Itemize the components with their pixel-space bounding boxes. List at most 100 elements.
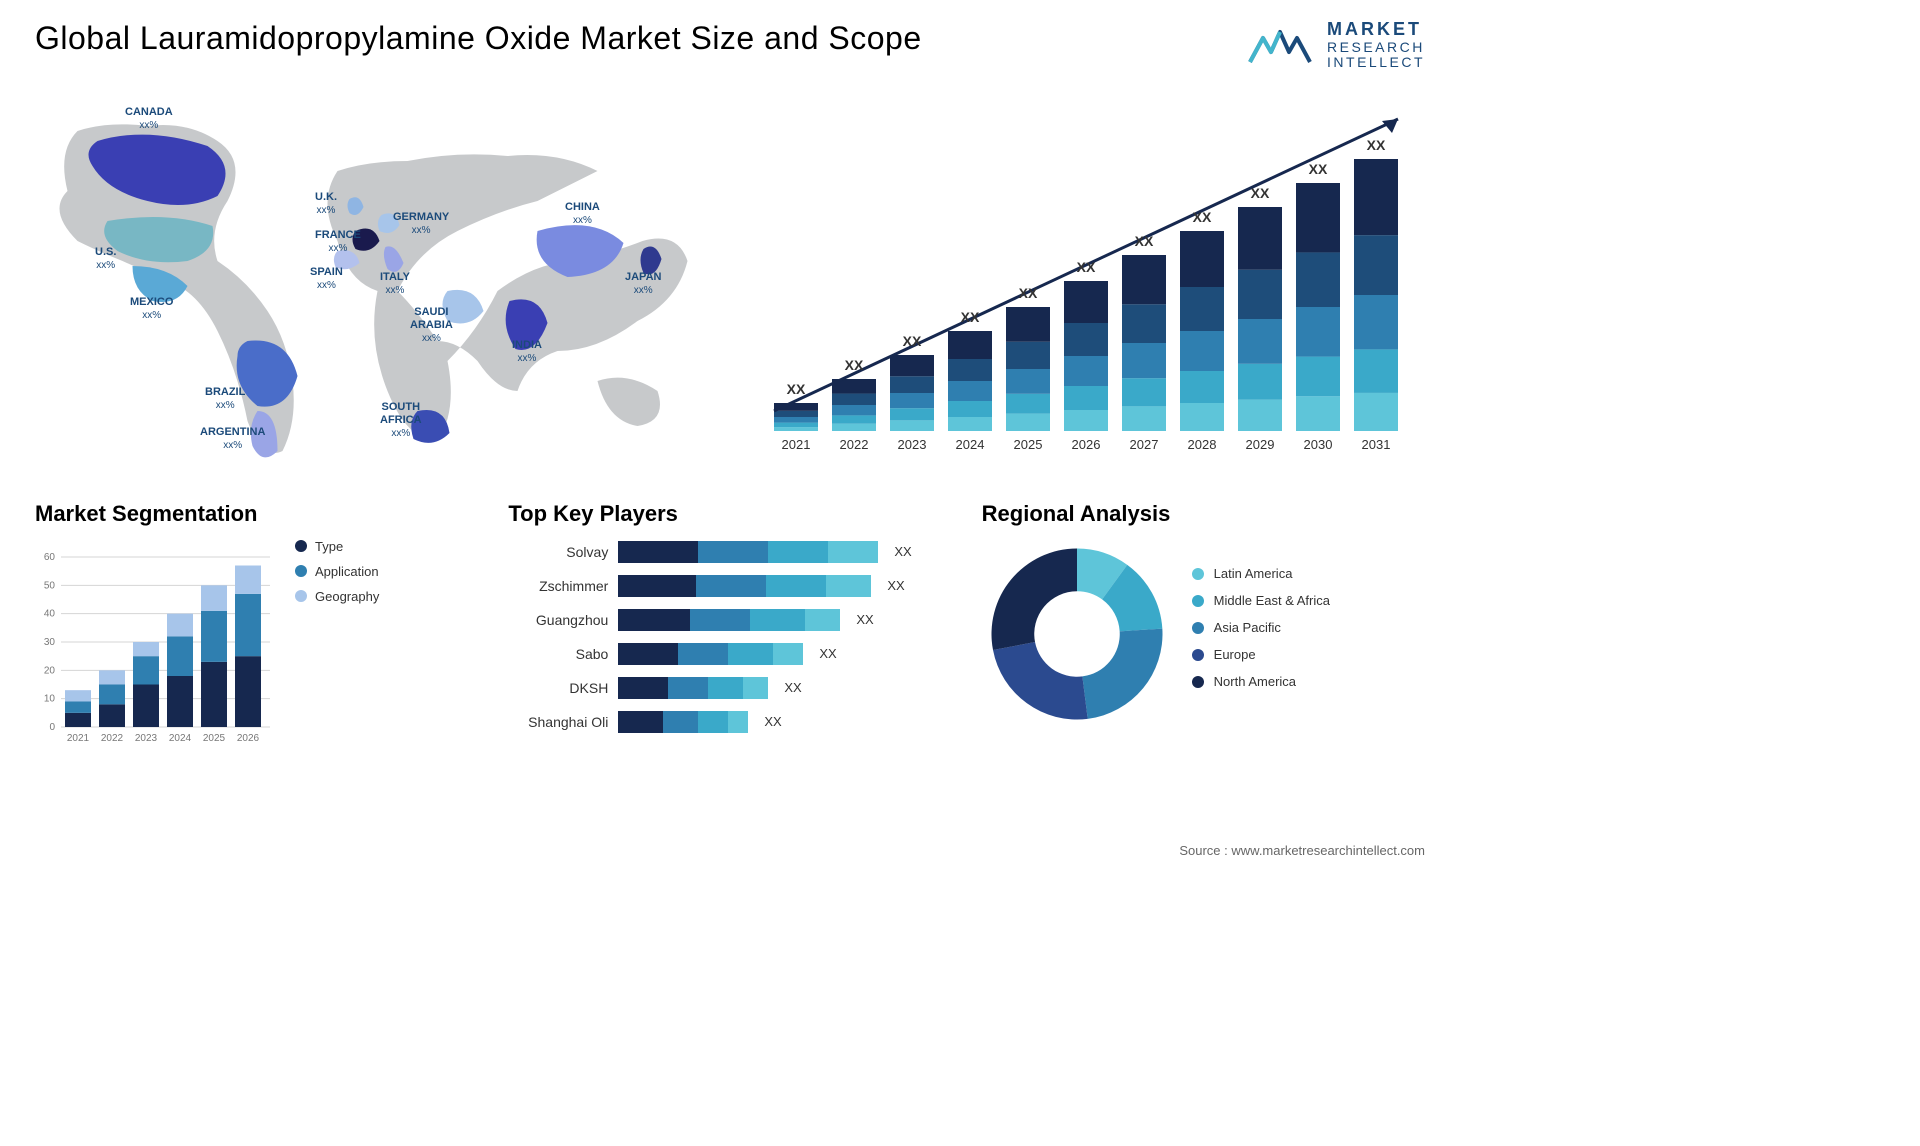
player-bar-segment bbox=[766, 575, 826, 597]
legend-swatch bbox=[1192, 622, 1204, 634]
svg-text:2027: 2027 bbox=[1130, 437, 1159, 452]
regional-section: Regional Analysis Latin America Middle Ea… bbox=[982, 501, 1425, 749]
svg-text:2024: 2024 bbox=[169, 733, 192, 744]
player-row: ZschimmerXX bbox=[508, 573, 951, 599]
svg-text:2024: 2024 bbox=[956, 437, 985, 452]
legend-swatch bbox=[295, 590, 307, 602]
legend-label: Middle East & Africa bbox=[1214, 593, 1330, 608]
player-bar-segment bbox=[743, 677, 768, 699]
legend-label: Geography bbox=[315, 589, 379, 604]
segmentation-legend-item: Application bbox=[295, 564, 379, 579]
page-title: Global Lauramidopropylamine Oxide Market… bbox=[35, 20, 922, 57]
map-label-japan: JAPANxx% bbox=[625, 271, 661, 297]
source-attribution: Source : www.marketresearchintellect.com bbox=[1179, 843, 1425, 858]
player-bar-segment bbox=[698, 711, 728, 733]
player-value: XX bbox=[894, 544, 911, 559]
player-bar-segment bbox=[618, 541, 698, 563]
growth-bar-value: XX bbox=[1077, 259, 1096, 275]
svg-text:0: 0 bbox=[49, 722, 55, 733]
player-row: SolvayXX bbox=[508, 539, 951, 565]
map-label-u.k.: U.K.xx% bbox=[315, 191, 337, 217]
growth-bar-value: XX bbox=[1193, 209, 1212, 225]
player-row: Shanghai Oli XX bbox=[508, 709, 951, 735]
svg-text:2025: 2025 bbox=[1014, 437, 1043, 452]
regional-legend-item: Asia Pacific bbox=[1192, 620, 1330, 635]
player-bar-segment bbox=[618, 575, 696, 597]
legend-swatch bbox=[295, 565, 307, 577]
legend-swatch bbox=[1192, 649, 1204, 661]
player-row: DKSHXX bbox=[508, 675, 951, 701]
brand-logo: MARKET RESEARCH INTELLECT bbox=[1245, 20, 1425, 71]
legend-label: Asia Pacific bbox=[1214, 620, 1281, 635]
segmentation-chart: 0102030405060202120222023202420252026 bbox=[35, 539, 275, 749]
svg-text:40: 40 bbox=[44, 608, 56, 619]
segmentation-legend-item: Geography bbox=[295, 589, 379, 604]
growth-bar-chart: 2021202220232024202520262027202820292030… bbox=[740, 91, 1420, 471]
player-bar-segment bbox=[618, 677, 668, 699]
regional-legend-item: Middle East & Africa bbox=[1192, 593, 1330, 608]
logo-line-3: INTELLECT bbox=[1327, 55, 1425, 70]
svg-text:30: 30 bbox=[44, 637, 56, 648]
legend-swatch bbox=[295, 540, 307, 552]
player-value: XX bbox=[887, 578, 904, 593]
player-value: XX bbox=[784, 680, 801, 695]
legend-label: Latin America bbox=[1214, 566, 1293, 581]
world-map bbox=[35, 91, 720, 471]
player-row: Sabo XX bbox=[508, 641, 951, 667]
segmentation-legend: Type Application Geography bbox=[295, 539, 379, 749]
player-bar-segment bbox=[828, 541, 878, 563]
legend-swatch bbox=[1192, 568, 1204, 580]
logo-icon bbox=[1245, 20, 1315, 70]
svg-text:2026: 2026 bbox=[237, 733, 260, 744]
svg-text:2023: 2023 bbox=[898, 437, 927, 452]
legend-label: Europe bbox=[1214, 647, 1256, 662]
player-bar-segment bbox=[668, 677, 708, 699]
svg-text:2026: 2026 bbox=[1072, 437, 1101, 452]
players-title: Top Key Players bbox=[508, 501, 951, 527]
player-bar-segment bbox=[728, 711, 748, 733]
regional-legend: Latin America Middle East & Africa Asia Pa… bbox=[1192, 566, 1330, 701]
svg-text:2023: 2023 bbox=[135, 733, 158, 744]
player-row: Guangzhou XX bbox=[508, 607, 951, 633]
growth-bar-value: XX bbox=[961, 309, 980, 325]
svg-text:10: 10 bbox=[44, 693, 56, 704]
growth-chart-panel: 2021202220232024202520262027202820292030… bbox=[740, 91, 1425, 471]
player-bar-segment bbox=[690, 609, 750, 631]
svg-text:2022: 2022 bbox=[840, 437, 869, 452]
player-bar-segment bbox=[698, 541, 768, 563]
growth-bar-value: XX bbox=[787, 381, 806, 397]
map-label-brazil: BRAZILxx% bbox=[205, 386, 245, 412]
world-map-panel: CANADAxx%U.S.xx%MEXICOxx%BRAZILxx%ARGENT… bbox=[35, 91, 720, 471]
legend-label: Application bbox=[315, 564, 379, 579]
player-bar-segment bbox=[728, 643, 773, 665]
player-name: Sabo bbox=[508, 646, 608, 662]
map-label-south-africa: SOUTHAFRICAxx% bbox=[380, 401, 422, 441]
regional-title: Regional Analysis bbox=[982, 501, 1425, 527]
svg-text:2030: 2030 bbox=[1304, 437, 1333, 452]
player-bar-segment bbox=[826, 575, 871, 597]
player-name: Guangzhou bbox=[508, 612, 608, 628]
regional-legend-item: North America bbox=[1192, 674, 1330, 689]
svg-text:2028: 2028 bbox=[1188, 437, 1217, 452]
svg-text:2022: 2022 bbox=[101, 733, 124, 744]
player-bar bbox=[618, 541, 878, 563]
player-value: XX bbox=[819, 646, 836, 661]
svg-text:60: 60 bbox=[44, 552, 56, 563]
segmentation-section: Market Segmentation 01020304050602021202… bbox=[35, 501, 478, 749]
logo-line-2: RESEARCH bbox=[1327, 40, 1425, 55]
player-bar-segment bbox=[696, 575, 766, 597]
legend-label: Type bbox=[315, 539, 343, 554]
player-value: XX bbox=[856, 612, 873, 627]
player-name: Shanghai Oli bbox=[508, 714, 608, 730]
map-label-france: FRANCExx% bbox=[315, 229, 361, 255]
regional-legend-item: Latin America bbox=[1192, 566, 1330, 581]
player-bar bbox=[618, 609, 840, 631]
players-section: Top Key Players SolvayXX ZschimmerXX Guang… bbox=[508, 501, 951, 749]
player-bar-segment bbox=[805, 609, 840, 631]
player-bar bbox=[618, 643, 803, 665]
segmentation-title: Market Segmentation bbox=[35, 501, 478, 527]
svg-text:2021: 2021 bbox=[782, 437, 811, 452]
player-value: XX bbox=[764, 714, 781, 729]
growth-bar-value: XX bbox=[1367, 137, 1386, 153]
player-bar bbox=[618, 711, 748, 733]
